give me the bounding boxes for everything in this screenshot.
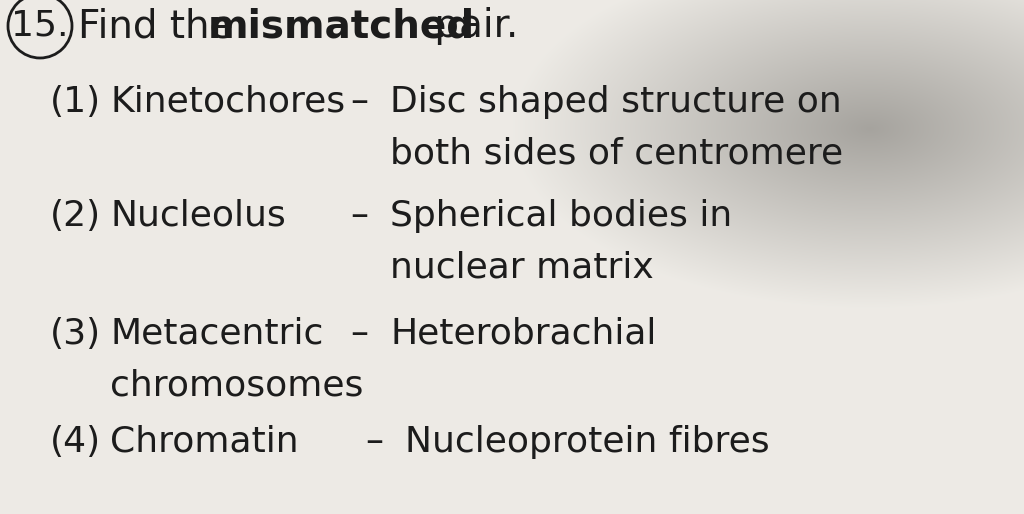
Text: Nucleoprotein fibres: Nucleoprotein fibres	[406, 425, 770, 459]
Text: –: –	[350, 199, 368, 233]
Text: Nucleolus: Nucleolus	[110, 199, 286, 233]
Text: Chromatin: Chromatin	[110, 425, 299, 459]
Text: both sides of centromere: both sides of centromere	[390, 137, 843, 171]
Text: pair.: pair.	[422, 7, 518, 45]
Text: –: –	[350, 85, 368, 119]
Text: chromosomes: chromosomes	[110, 369, 364, 403]
Text: mismatched: mismatched	[208, 7, 475, 45]
Text: –: –	[365, 425, 383, 459]
Text: (4): (4)	[50, 425, 101, 459]
Text: Spherical bodies in: Spherical bodies in	[390, 199, 732, 233]
Text: Kinetochores: Kinetochores	[110, 85, 345, 119]
Text: nuclear matrix: nuclear matrix	[390, 251, 653, 285]
Text: Disc shaped structure on: Disc shaped structure on	[390, 85, 842, 119]
Text: 15.: 15.	[11, 9, 69, 43]
Text: Metacentric: Metacentric	[110, 317, 324, 351]
Text: Heterobrachial: Heterobrachial	[390, 317, 656, 351]
Text: Find the: Find the	[78, 7, 246, 45]
Text: (1): (1)	[50, 85, 101, 119]
Text: (2): (2)	[50, 199, 101, 233]
Text: –: –	[350, 317, 368, 351]
Text: (3): (3)	[50, 317, 101, 351]
